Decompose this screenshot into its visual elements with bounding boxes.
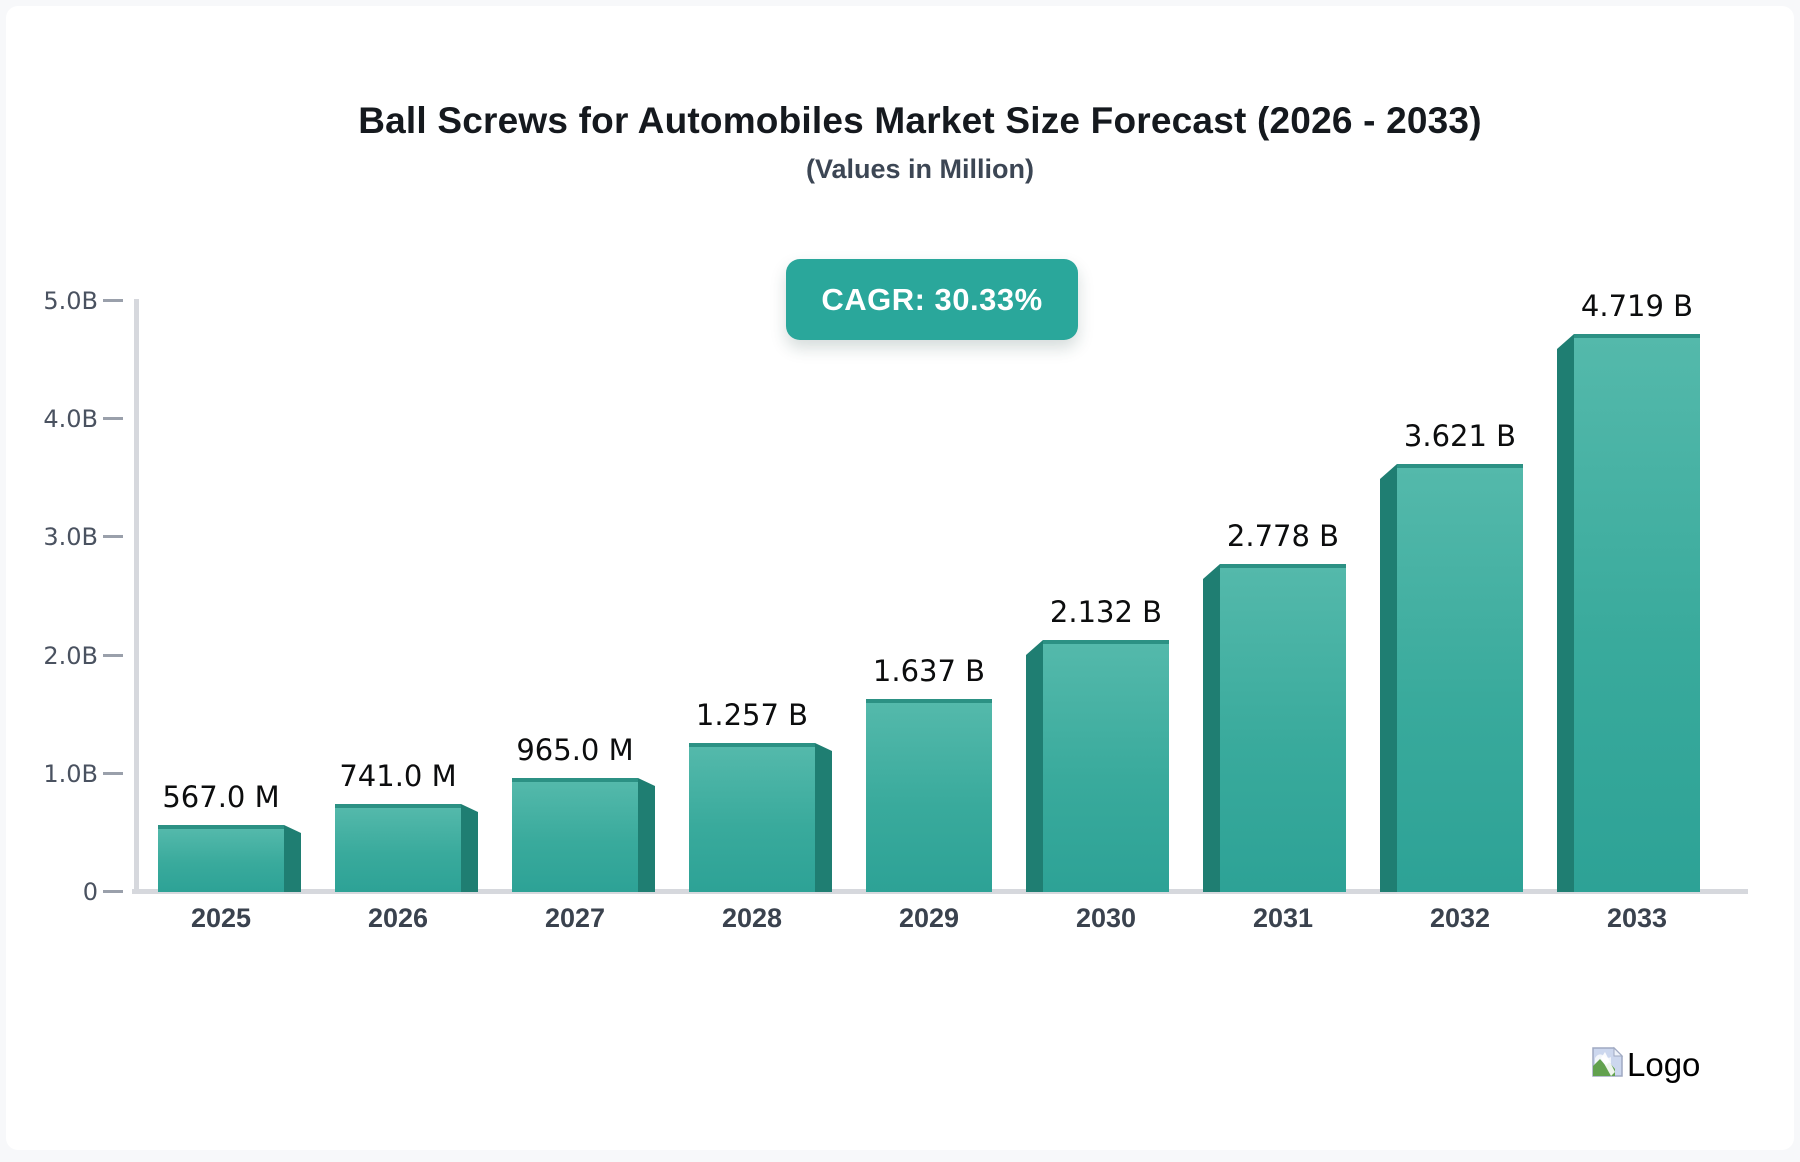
x-axis-label-2027: 2027 (544, 903, 606, 933)
bar-2033 (1574, 334, 1700, 892)
bar-value-label-2033: 4.719 B (1580, 289, 1694, 323)
bar-value-label-2026: 741.0 M (339, 759, 457, 793)
chart-title: Ball Screws for Automobiles Market Size … (358, 100, 1482, 141)
x-axis-label-2028: 2028 (721, 903, 783, 933)
bar-2030 (1043, 640, 1169, 892)
x-axis-label-2033: 2033 (1606, 903, 1668, 933)
y-tick-label: 5.0B (43, 287, 98, 315)
bar-side-face-2025 (284, 825, 301, 892)
bar-2029 (866, 699, 992, 892)
bar-side-face-2027 (638, 778, 655, 892)
y-tick-mark (103, 890, 123, 893)
bar-side-face-2031 (1203, 564, 1220, 892)
x-axis-label-2029: 2029 (898, 903, 960, 933)
bar-2028 (689, 743, 815, 892)
bar-value-label-2029: 1.637 B (872, 654, 986, 688)
y-tick-mark (103, 771, 123, 775)
bar-side-face-2028 (815, 743, 832, 892)
bar-value-label-2027: 965.0 M (516, 733, 634, 767)
bar-value-label-2032: 3.621 B (1403, 419, 1517, 453)
bar-2027 (512, 778, 638, 892)
x-axis-label-2030: 2030 (1075, 903, 1137, 933)
cagr-badge: CAGR: 30.33% (786, 259, 1078, 340)
bar-side-face-2026 (461, 804, 478, 892)
bar-side-face-2032 (1380, 464, 1397, 892)
bar-value-label-2031: 2.778 B (1226, 519, 1340, 553)
logo-placeholder: Logo (1591, 1046, 1700, 1084)
y-tick-label: 2.0B (43, 641, 98, 670)
bar-side-face-2033 (1557, 334, 1574, 892)
x-axis-label-2025: 2025 (190, 903, 252, 933)
bar-value-label-2028: 1.257 B (695, 698, 809, 732)
chart-card: Ball Screws for Automobiles Market Size … (6, 6, 1794, 1150)
bar-2026 (335, 804, 461, 892)
bar-2025 (158, 825, 284, 892)
x-axis-label-2031: 2031 (1252, 903, 1314, 933)
bar-side-face-2030 (1026, 640, 1043, 892)
chart-subtitle: (Values in Million) (805, 154, 1035, 184)
y-tick-label: 3.0B (43, 523, 98, 552)
y-tick-label: 1.0B (43, 759, 98, 788)
broken-image-icon (1591, 1046, 1625, 1083)
bar-chart-plot-area: 0 1.0B 2.0B 3.0B 4.0B 5.0B 567.0 M 2025 741.0 M 2… (6, 6, 1800, 1162)
y-tick-label: 0 (82, 878, 98, 906)
bar-2032 (1397, 464, 1523, 892)
y-tick-mark (103, 653, 123, 657)
bar-value-label-2025: 567.0 M (162, 780, 280, 814)
y-axis-line (134, 299, 139, 892)
y-tick-mark (103, 299, 123, 302)
cagr-badge-label: CAGR: 30.33% (821, 281, 1043, 317)
bar-2031 (1220, 564, 1346, 892)
x-axis-label-2026: 2026 (367, 903, 429, 933)
y-tick-mark (103, 535, 123, 539)
logo-alt-text: Logo (1627, 1046, 1701, 1083)
y-tick-label: 4.0B (43, 405, 98, 434)
bar-value-label-2030: 2.132 B (1049, 595, 1163, 629)
x-axis-label-2032: 2032 (1429, 903, 1491, 933)
y-tick-mark (103, 417, 123, 421)
